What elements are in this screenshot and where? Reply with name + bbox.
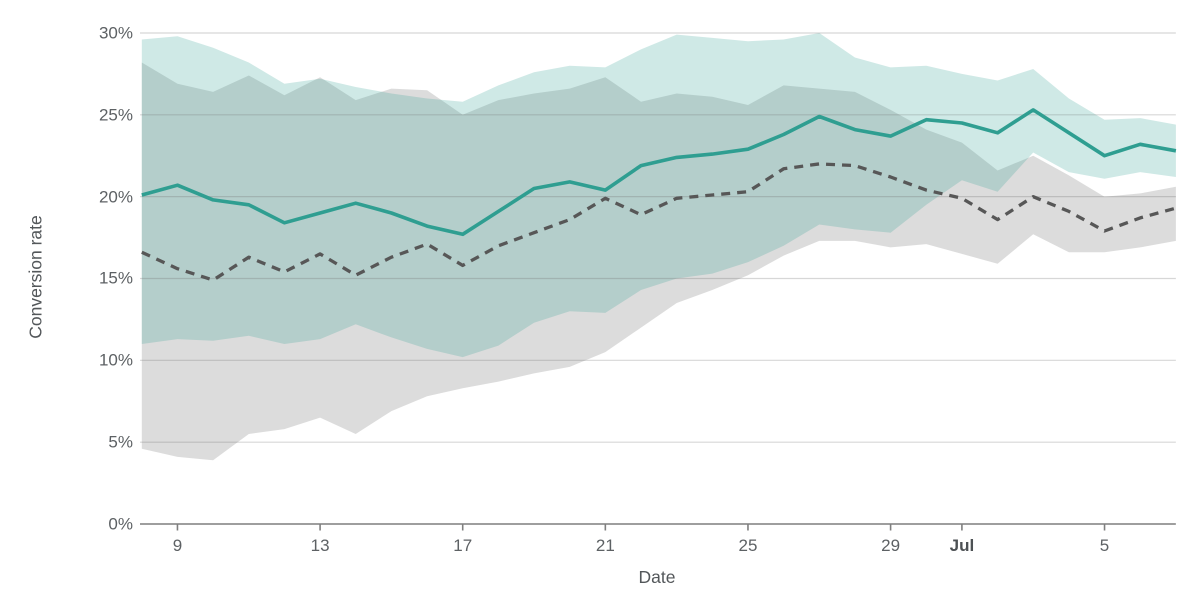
x-tick-label-25: 25 xyxy=(738,536,758,555)
y-tick-label-0pct: 0% xyxy=(108,514,133,534)
x-tick-label-21: 21 xyxy=(595,536,615,555)
x-tick-label-17: 17 xyxy=(453,536,473,555)
y-tick-label-15pct: 15% xyxy=(98,268,133,288)
variant-confidence-band xyxy=(141,33,1176,358)
x-tick-label-Jul: Jul xyxy=(949,536,975,555)
x-tick-label-9: 9 xyxy=(172,536,183,555)
control-confidence-band xyxy=(141,62,1176,461)
y-tick-label-5pct: 5% xyxy=(108,432,133,452)
variant-conversion-rate-line xyxy=(141,108,1177,237)
y-tick-label-30pct: 30% xyxy=(98,23,133,43)
x-tick-label-13: 13 xyxy=(310,536,330,555)
y-tick-label-25pct: 25% xyxy=(98,105,133,125)
y-tick-label-10pct: 10% xyxy=(98,350,133,370)
x-tick-label-5: 5 xyxy=(1099,536,1110,555)
y-tick-label-20pct: 20% xyxy=(98,187,133,207)
x-axis-title: Date xyxy=(638,567,676,587)
x-tick-label-29: 29 xyxy=(881,536,901,555)
y-axis-title: Conversion rate xyxy=(25,215,46,339)
